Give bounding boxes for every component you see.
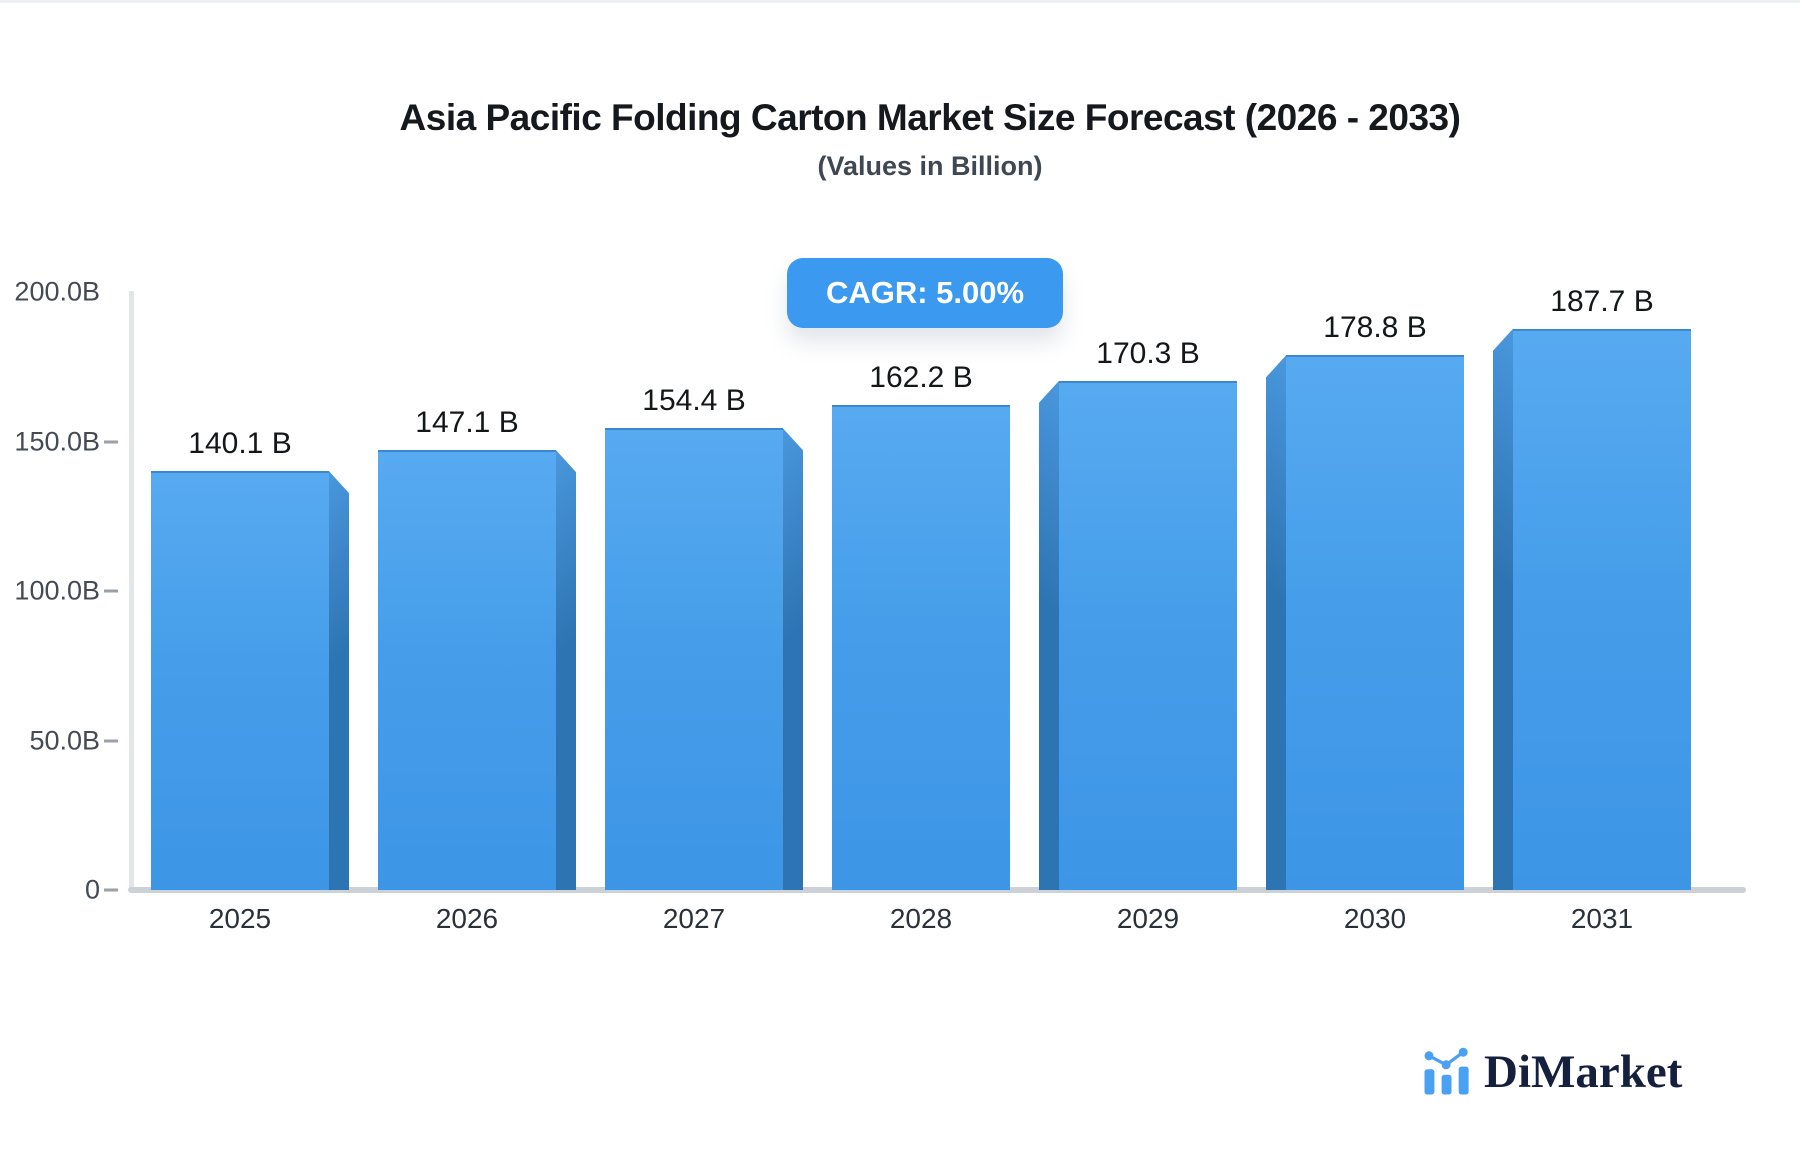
- y-axis-tick-mark: [104, 589, 118, 593]
- bar-2028: [832, 405, 1010, 890]
- y-axis-tick-label: 50.0B: [29, 725, 100, 755]
- y-axis-tick-label: 150.0B: [14, 426, 100, 456]
- bar-3d-side: [1266, 355, 1286, 890]
- x-axis-category-label: 2028: [889, 903, 953, 934]
- x-axis-category-label: 2026: [435, 903, 499, 934]
- bar-value-label: 170.3 B: [1096, 336, 1200, 370]
- bar-value-label: 178.8 B: [1323, 311, 1427, 345]
- x-axis-category-label: 2027: [662, 903, 726, 934]
- y-axis-tick-label: 200.0B: [14, 276, 100, 307]
- bar-2025: [151, 471, 329, 890]
- x-axis-category-label: 2030: [1343, 903, 1407, 934]
- y-axis-tick-mark: [104, 440, 118, 443]
- brand-name: DiMarket: [1484, 1045, 1683, 1098]
- bar-value-label: 140.1 B: [188, 427, 292, 461]
- x-axis-category-label: 2029: [1116, 903, 1180, 934]
- x-axis-category-label: 2031: [1570, 903, 1634, 934]
- bar-value-label: 154.4 B: [642, 384, 746, 418]
- bar-3d-side: [1039, 380, 1059, 890]
- x-axis-category-label: 2025: [208, 903, 272, 934]
- bar-2026: [378, 450, 556, 890]
- bar-value-label: 147.1 B: [415, 406, 519, 440]
- bar-value-label: 187.7 B: [1550, 284, 1654, 318]
- brand-logo: DiMarket: [1420, 1045, 1682, 1099]
- bar-2030: [1286, 355, 1464, 890]
- cagr-badge: CAGR: 5.00%: [787, 258, 1063, 328]
- bar-3d-side: [1493, 328, 1513, 890]
- bar-value-label: 162.2 B: [869, 361, 973, 395]
- cagr-badge-label: CAGR: 5.00%: [825, 275, 1025, 310]
- y-axis-tick-mark: [104, 739, 118, 742]
- y-axis-tick-mark: [104, 888, 118, 892]
- x-axis-baseline: [128, 887, 1746, 893]
- chart-title: Asia Pacific Folding Carton Market Size …: [399, 97, 1461, 138]
- bar-chart-logo-icon: [1424, 1047, 1469, 1095]
- y-axis-tick-label: 100.0B: [14, 575, 100, 606]
- bar-2027: [605, 428, 783, 890]
- chart-subtitle: (Values in Billion): [817, 151, 1043, 181]
- bar-3d-side: [329, 471, 349, 890]
- bar-3d-side: [556, 450, 576, 890]
- y-axis-tick-label: 0: [84, 874, 100, 905]
- bar-3d-side: [783, 428, 803, 890]
- bar-2029: [1059, 380, 1237, 890]
- y-axis-line: [129, 291, 134, 890]
- bar-2031: [1513, 328, 1691, 890]
